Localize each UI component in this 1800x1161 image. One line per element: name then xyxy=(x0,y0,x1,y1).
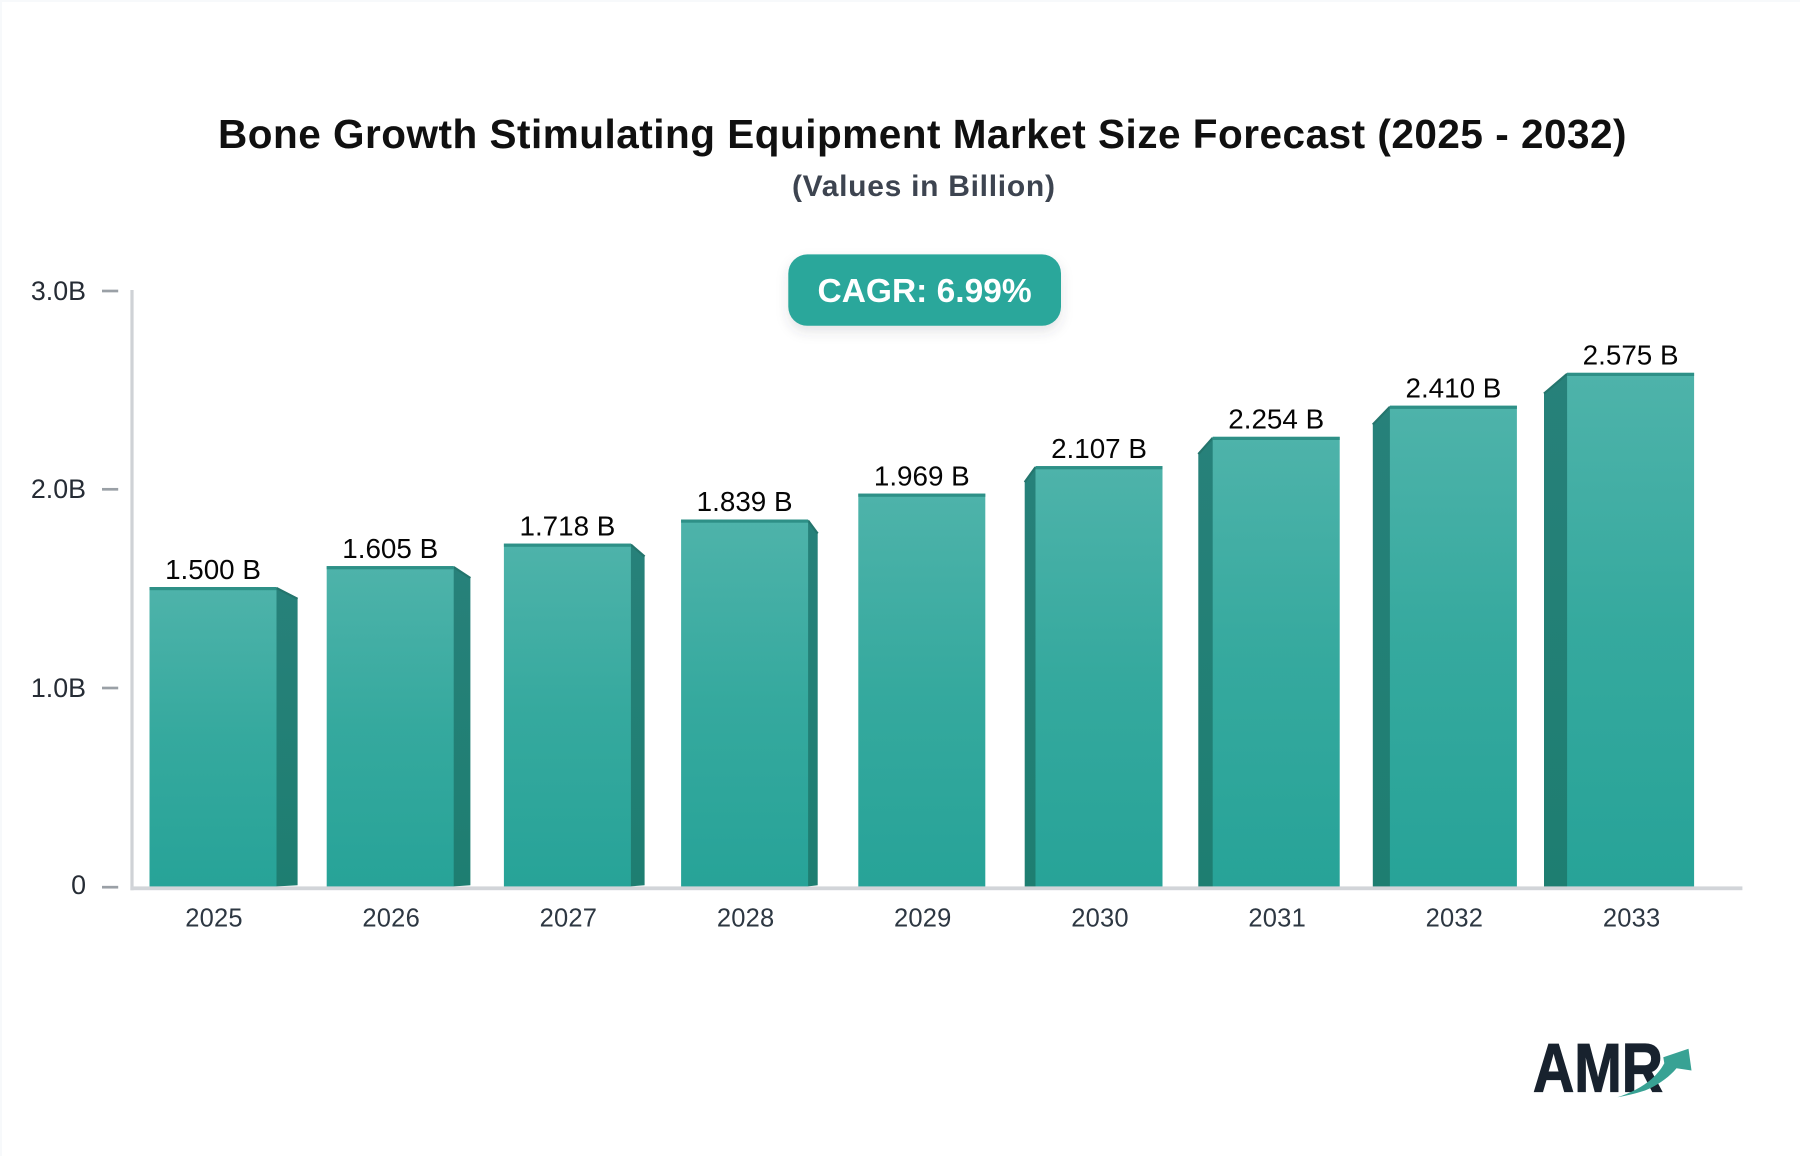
svg-text:2025: 2025 xyxy=(185,905,243,933)
svg-text:2.575 B: 2.575 B xyxy=(1583,340,1679,371)
svg-text:2.254 B: 2.254 B xyxy=(1228,404,1324,435)
svg-text:1.718 B: 1.718 B xyxy=(519,510,615,541)
svg-text:2033: 2033 xyxy=(1603,905,1661,933)
svg-text:0: 0 xyxy=(71,870,86,900)
svg-text:2032: 2032 xyxy=(1426,905,1484,933)
svg-text:2.107 B: 2.107 B xyxy=(1051,433,1147,464)
svg-text:2028: 2028 xyxy=(717,905,775,933)
svg-text:2027: 2027 xyxy=(540,905,598,933)
svg-text:1.500 B: 1.500 B xyxy=(165,554,261,585)
svg-text:1.969 B: 1.969 B xyxy=(874,460,970,491)
svg-text:2.0B: 2.0B xyxy=(31,474,86,504)
svg-text:2030: 2030 xyxy=(1071,905,1129,933)
svg-text:1.605 B: 1.605 B xyxy=(342,533,438,564)
svg-text:2026: 2026 xyxy=(362,905,420,933)
svg-text:3.0B: 3.0B xyxy=(31,276,86,306)
svg-text:AMR: AMR xyxy=(1533,1030,1663,1107)
svg-text:2029: 2029 xyxy=(894,905,952,933)
svg-text:1.0B: 1.0B xyxy=(31,673,86,703)
svg-text:(Values in Billion): (Values in Billion) xyxy=(792,170,1056,203)
svg-text:2031: 2031 xyxy=(1248,905,1306,933)
svg-text:1.839 B: 1.839 B xyxy=(697,486,793,517)
svg-text:2.410 B: 2.410 B xyxy=(1405,372,1501,403)
svg-text:CAGR: 6.99%: CAGR: 6.99% xyxy=(818,273,1032,310)
svg-text:Bone Growth Stimulating Equipm: Bone Growth Stimulating Equipment Market… xyxy=(218,111,1627,157)
